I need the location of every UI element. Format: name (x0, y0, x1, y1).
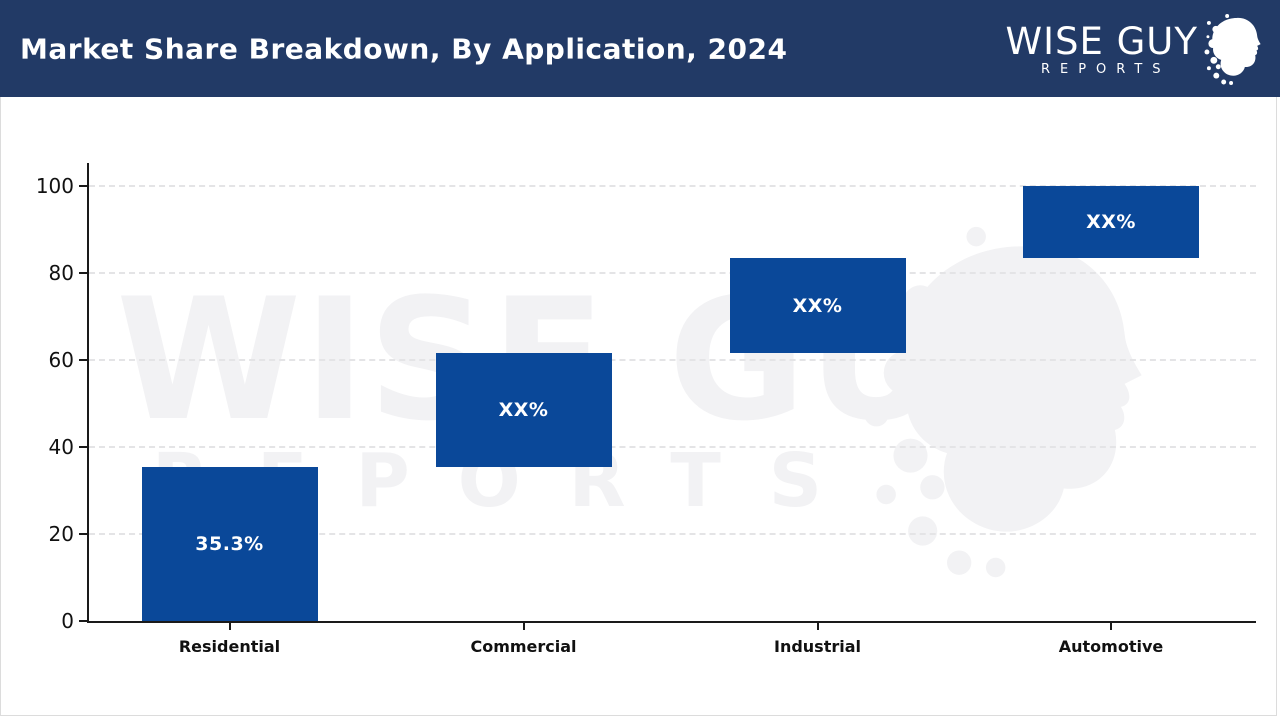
bar-label-commercial: XX% (498, 399, 549, 422)
y-tick-80 (79, 272, 87, 274)
bar-label-automotive: XX% (1086, 210, 1136, 233)
bar-industrial: XX% (729, 257, 906, 354)
bar-residential: 35.3% (141, 467, 318, 621)
header-band: Market Share Breakdown, By Application, … (0, 0, 1280, 97)
gridline-y-20 (89, 533, 1256, 535)
y-tick-40 (79, 446, 87, 448)
page-title: Market Share Breakdown, By Application, … (20, 32, 788, 65)
x-tick-automotive (1110, 622, 1112, 630)
y-tick-label-40: 40 (48, 435, 74, 459)
x-tick-industrial (816, 622, 819, 630)
gridline-y-100 (89, 185, 1256, 187)
x-axis-line (87, 621, 1256, 623)
brand-logo: WISE GUY REPORTS (1006, 8, 1268, 92)
bar-label-residential: 35.3% (195, 533, 264, 556)
y-tick-0 (79, 620, 87, 622)
plot-area: 0 20 40 60 80 100 35.3% Residential XX% Commercia… (0, 97, 1280, 720)
y-tick-60 (79, 359, 87, 361)
x-tick-label-industrial: Industrial (773, 637, 861, 656)
x-tick-label-automotive: Automotive (1058, 637, 1164, 656)
gridline-y-60 (89, 359, 1256, 361)
x-tick-label-residential: Residential (178, 637, 281, 656)
bar-label-industrial: XX% (792, 294, 843, 317)
gridline-y-40 (89, 446, 1256, 448)
y-tick-20 (79, 533, 87, 535)
brand-logo-text: WISE GUY REPORTS (1005, 20, 1198, 77)
y-axis-line (87, 163, 89, 623)
gridline-y-80 (89, 272, 1256, 274)
brand-name: WISE GUY (1005, 20, 1198, 64)
bar-commercial: XX% (435, 353, 612, 468)
y-tick-label-20: 20 (48, 522, 74, 546)
y-tick-label-80: 80 (48, 261, 74, 285)
brand-head-icon (1204, 11, 1268, 89)
brand-subtitle: REPORTS (1040, 61, 1171, 77)
x-tick-label-commercial: Commercial (470, 637, 577, 656)
y-tick-100 (79, 185, 87, 187)
y-tick-label-60: 60 (48, 348, 74, 372)
y-tick-label-100: 100 (35, 174, 74, 198)
bar-automotive: XX% (1023, 186, 1199, 258)
y-tick-label-0: 0 (61, 609, 74, 633)
x-tick-residential (228, 622, 231, 630)
x-tick-commercial (522, 622, 525, 630)
